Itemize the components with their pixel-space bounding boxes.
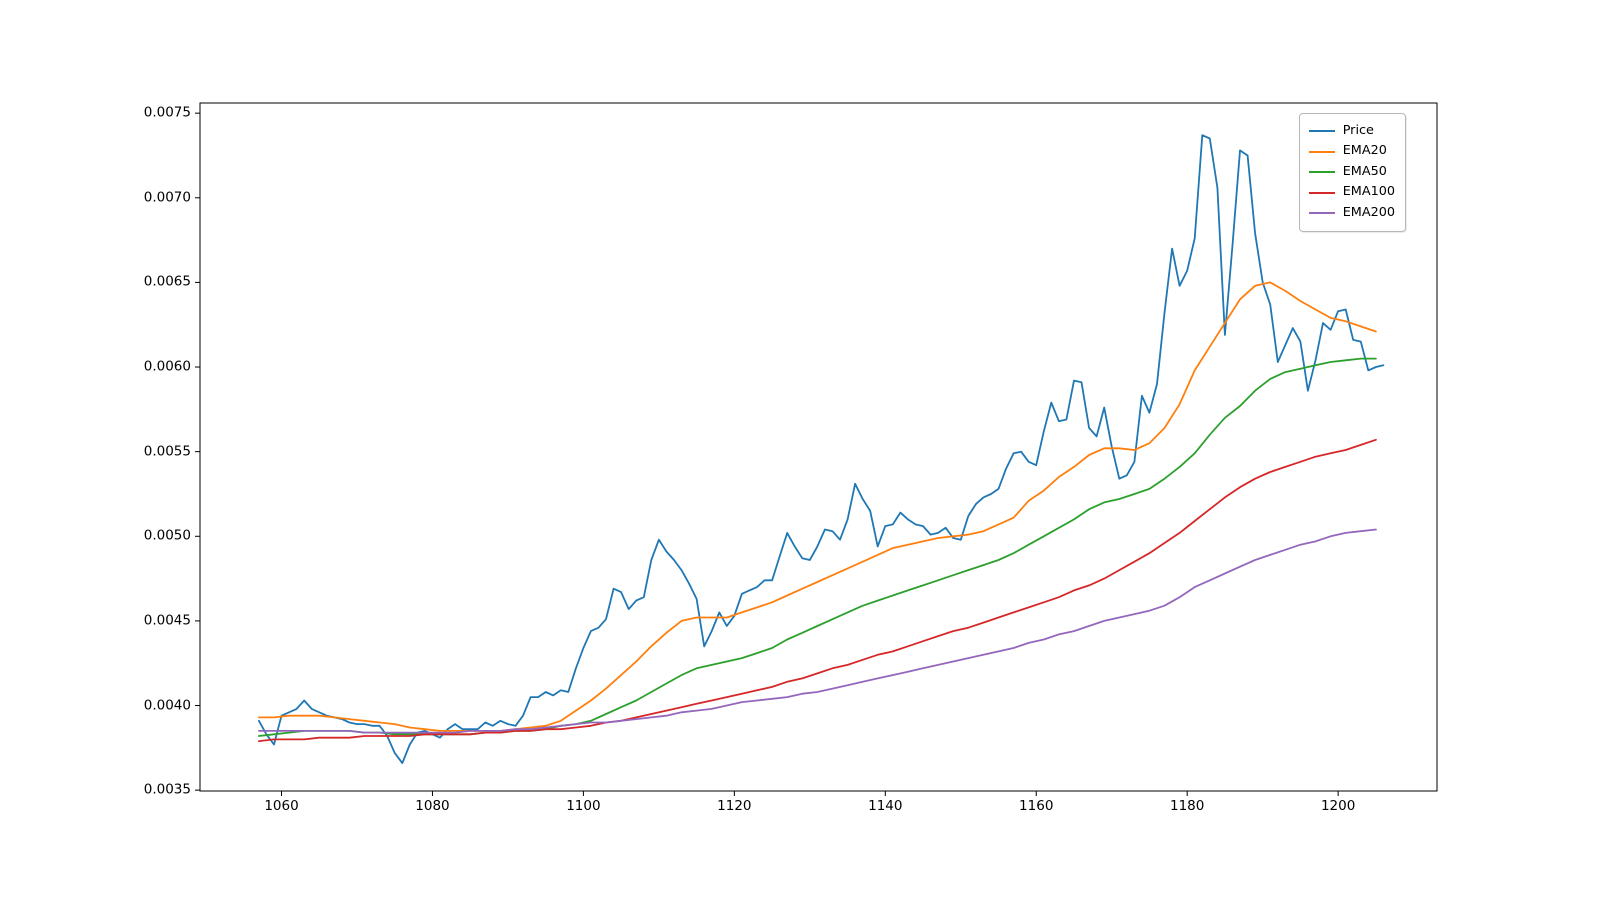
- ema200-line-swatch: [1308, 212, 1335, 215]
- y-tick-label: 0.0045: [143, 612, 191, 629]
- x-tick-label: 1060: [264, 798, 299, 814]
- legend-label-price: Price: [1342, 122, 1374, 138]
- plot-frame: [199, 102, 1438, 792]
- y-tick-label: 0.0075: [143, 104, 191, 121]
- y-tick-label: 0.0035: [143, 781, 191, 798]
- ema100-line-swatch: [1308, 191, 1335, 194]
- y-tick-label: 0.0055: [143, 442, 191, 459]
- y-tick-label: 0.0050: [143, 527, 191, 544]
- y-tick-label: 0.0060: [143, 358, 191, 375]
- ema50-line-swatch: [1308, 171, 1335, 174]
- legend-item-ema100: EMA100: [1308, 183, 1395, 204]
- ema20-line-swatch: [1308, 150, 1335, 153]
- x-tick-label: 1160: [1019, 798, 1054, 814]
- y-tick-label: 0.0070: [143, 189, 191, 206]
- legend-label-ema200: EMA200: [1342, 204, 1395, 220]
- legend-label-ema100: EMA100: [1342, 184, 1395, 200]
- x-tick-label: 1140: [868, 798, 903, 814]
- series-line-ema20: [257, 281, 1377, 732]
- x-tick-label: 1080: [415, 798, 450, 814]
- price-line-swatch: [1308, 130, 1335, 133]
- legend-label-ema50: EMA50: [1342, 163, 1387, 179]
- legend-label-ema20: EMA20: [1342, 143, 1387, 159]
- x-tick-label: 1120: [717, 798, 752, 814]
- y-tick-label: 0.0065: [143, 273, 191, 290]
- legend-item-ema20: EMA20: [1308, 142, 1395, 163]
- legend: Price EMA20 EMA50 EMA100 EMA200: [1298, 113, 1406, 232]
- x-tick-label: 1100: [566, 798, 601, 814]
- series-line-ema100: [257, 438, 1377, 742]
- series-line-ema200: [257, 528, 1377, 734]
- legend-item-price: Price: [1308, 121, 1395, 142]
- series-line-price: [257, 134, 1385, 764]
- x-tick-label: 1180: [1169, 798, 1205, 814]
- legend-item-ema200: EMA200: [1308, 203, 1395, 224]
- legend-item-ema50: EMA50: [1308, 162, 1395, 183]
- y-tick-label: 0.0040: [143, 696, 191, 713]
- x-tick-label: 1200: [1320, 798, 1356, 814]
